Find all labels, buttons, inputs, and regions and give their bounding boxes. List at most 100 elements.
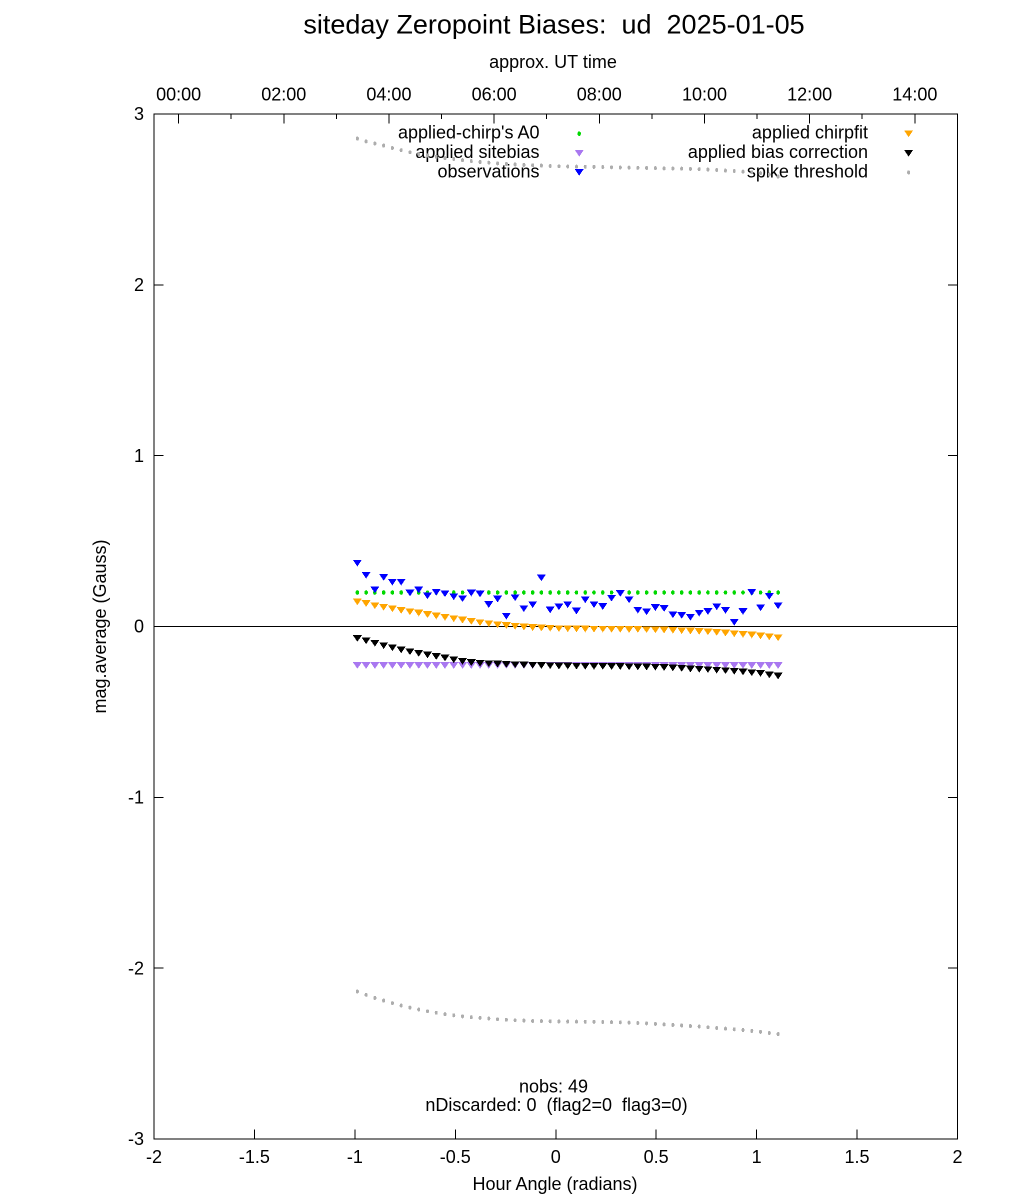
point-applied-bias-correction: [440, 654, 450, 662]
point-observations: [536, 574, 546, 582]
point-observations: [370, 586, 380, 594]
point-observations: [607, 594, 617, 602]
point-spike-threshold: [364, 139, 368, 144]
point-spike-threshold: [469, 159, 473, 164]
legend-label-observations: observations: [437, 161, 539, 181]
ut-tick-label: 04:00: [366, 85, 411, 105]
point-applied-chirpfit: [545, 624, 555, 632]
point-spike-threshold: [706, 1025, 710, 1030]
point-applied-bias-correction: [449, 656, 459, 664]
point-applied-bias-correction: [484, 660, 494, 667]
point-observations: [387, 578, 397, 586]
point-spike-threshold: [461, 1014, 465, 1019]
point-observations: [642, 608, 652, 616]
point-applied-chirp-a0: [653, 590, 658, 595]
legend-label-applied-bias-correction: applied bias correction: [688, 142, 868, 162]
y-tick-label: 1: [134, 446, 144, 466]
point-observations: [545, 606, 555, 614]
point-applied-chirp-a0: [600, 590, 605, 595]
point-applied-bias-correction: [720, 667, 730, 674]
point-applied-chirpfit: [405, 608, 415, 616]
y-tick-label: 2: [134, 275, 144, 295]
point-applied-sitebias: [685, 662, 695, 669]
point-observations: [440, 590, 450, 598]
point-applied-bias-correction: [659, 664, 669, 671]
point-applied-sitebias: [449, 662, 459, 669]
point-applied-chirpfit: [501, 622, 511, 629]
point-applied-bias-correction: [475, 659, 485, 667]
point-applied-sitebias: [352, 662, 362, 669]
point-applied-chirpfit: [773, 634, 783, 642]
legend-marker-applied-bias-correction: [904, 149, 914, 157]
point-applied-chirpfit: [668, 626, 678, 634]
point-spike-threshold: [487, 1016, 491, 1021]
point-applied-chirpfit: [659, 626, 669, 634]
point-applied-chirp-a0: [557, 590, 561, 595]
annotation-nobs: nobs: 49: [519, 1077, 588, 1097]
point-applied-sitebias: [729, 662, 739, 669]
point-applied-bias-correction: [422, 651, 432, 659]
x-tick-label: -0.5: [440, 1147, 471, 1167]
point-spike-threshold: [390, 1001, 394, 1006]
point-observations: [501, 612, 511, 620]
point-observations: [694, 609, 704, 617]
point-spike-threshold: [513, 162, 517, 167]
point-spike-threshold: [539, 163, 543, 168]
point-spike-threshold: [741, 1028, 745, 1033]
ut-tick-label: 06:00: [472, 85, 517, 105]
point-applied-chirpfit: [580, 625, 590, 633]
point-observations: [519, 605, 529, 612]
point-observations: [589, 601, 599, 609]
point-spike-threshold: [496, 161, 500, 166]
point-applied-bias-correction: [773, 672, 783, 680]
point-applied-bias-correction: [387, 644, 397, 652]
point-applied-chirpfit: [607, 625, 617, 633]
point-spike-threshold: [469, 1015, 473, 1020]
point-applied-chirp-a0: [671, 590, 675, 595]
point-applied-bias-correction: [598, 663, 608, 670]
point-applied-chirpfit: [475, 619, 485, 626]
point-applied-chirpfit: [738, 631, 748, 638]
point-applied-chirp-a0: [688, 590, 693, 595]
point-spike-threshold: [557, 1019, 561, 1024]
x-tick-label: 1.5: [845, 1147, 870, 1167]
point-applied-sitebias: [431, 662, 441, 669]
point-applied-bias-correction: [528, 661, 538, 669]
point-spike-threshold: [399, 148, 403, 153]
point-applied-sitebias: [747, 662, 757, 669]
point-spike-threshold: [478, 160, 482, 165]
point-spike-threshold: [548, 1019, 552, 1024]
point-applied-chirp-a0: [460, 590, 465, 595]
point-spike-threshold: [688, 166, 692, 171]
point-spike-threshold: [601, 1019, 605, 1024]
point-observations: [361, 571, 371, 579]
point-observations: [528, 601, 538, 609]
point-spike-threshold: [627, 1020, 631, 1025]
point-applied-bias-correction: [361, 637, 371, 645]
point-spike-threshold: [452, 157, 456, 162]
point-spike-threshold: [496, 1017, 500, 1022]
point-applied-bias-correction: [536, 662, 546, 669]
point-spike-threshold: [408, 1005, 412, 1010]
point-applied-sitebias: [712, 662, 722, 669]
point-spike-threshold: [504, 161, 508, 166]
point-spike-threshold: [425, 1009, 429, 1014]
y-tick-label: 0: [134, 617, 144, 637]
point-applied-chirpfit: [677, 627, 687, 634]
chart-title: siteday Zeropoint Biases: ud 2025-01-05: [303, 10, 804, 40]
point-applied-bias-correction: [501, 660, 511, 668]
x-tick-label: 1: [752, 1147, 762, 1167]
point-applied-chirpfit: [720, 629, 730, 637]
point-applied-bias-correction: [519, 661, 529, 669]
point-applied-chirpfit: [449, 615, 459, 623]
point-applied-chirpfit: [493, 621, 503, 629]
point-applied-bias-correction: [414, 650, 424, 657]
point-applied-chirpfit: [685, 627, 695, 635]
point-spike-threshold: [688, 1024, 692, 1029]
point-observations: [773, 602, 783, 610]
point-applied-chirp-a0: [487, 590, 491, 595]
point-applied-chirp-a0: [539, 590, 544, 595]
point-applied-chirpfit: [712, 629, 722, 636]
point-applied-bias-correction: [685, 665, 695, 673]
